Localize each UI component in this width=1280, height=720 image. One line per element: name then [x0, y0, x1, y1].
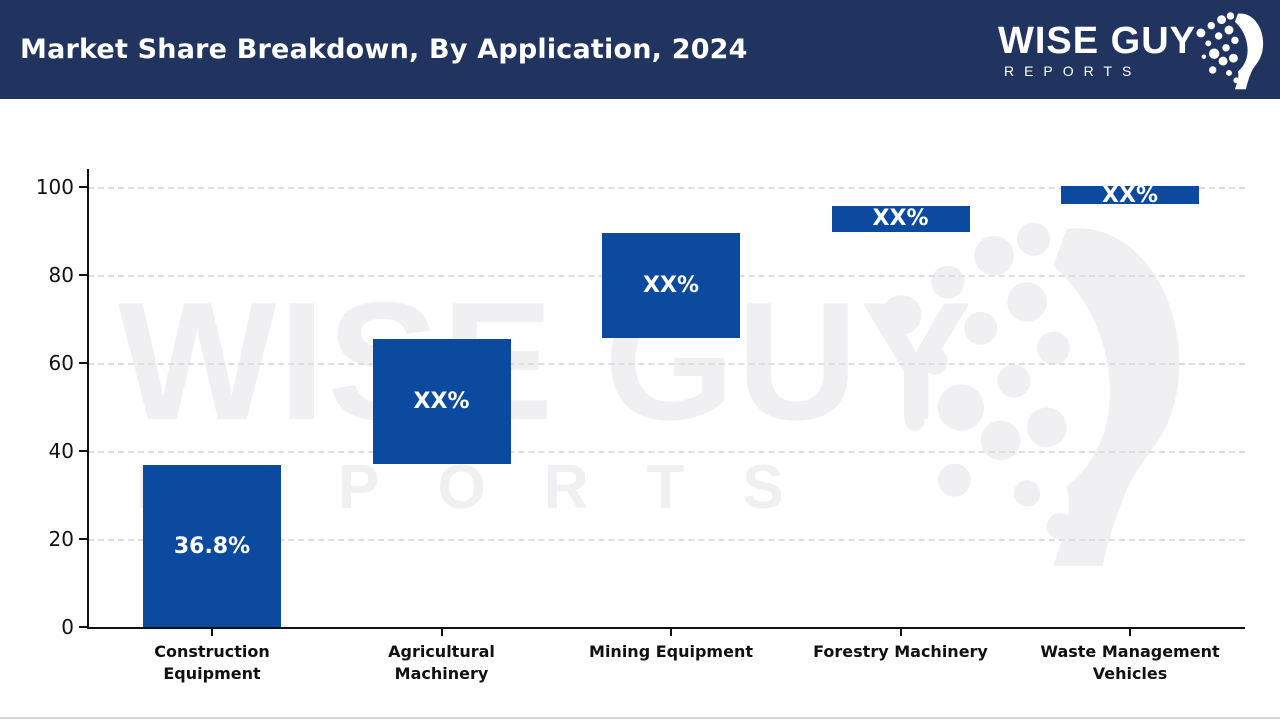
- y-tick-mark-100: [79, 186, 88, 188]
- bar-waste-management-vehicles: XX%: [1061, 183, 1199, 208]
- logo-text: WISE GUY REPORTS: [998, 22, 1196, 78]
- page-title: Market Share Breakdown, By Application, …: [20, 34, 748, 65]
- watermark-wordmark: WISE GUY: [118, 267, 975, 455]
- bar-agricultural-machinery: XX%: [372, 338, 511, 465]
- y-axis: [87, 169, 89, 629]
- y-tick-mark-0: [79, 626, 88, 628]
- bar-forestry-machinery: XX%: [831, 205, 970, 232]
- bar-construction-equipment: 36.8%: [143, 465, 281, 627]
- x-tick-mark-mining-equipment: [670, 629, 672, 636]
- category-label-construction-equipment: Construction Equipment: [154, 642, 270, 683]
- chart-area: WISE GUY REPORTS 0 20 40 60 80 100 36.8% Constr…: [0, 99, 1280, 720]
- y-tick-mark-60: [79, 362, 88, 364]
- y-tick-mark-20: [79, 538, 88, 540]
- category-label-mining-equipment: Mining Equipment: [589, 642, 753, 661]
- bar-value-label-construction-equipment: 36.8%: [173, 533, 251, 559]
- figure-bottom-border: [0, 717, 1280, 719]
- y-tick-label-60: 60: [48, 351, 74, 375]
- wiseguy-logo: WISE GUY REPORTS: [998, 8, 1266, 92]
- logo-wordmark: WISE GUY: [997, 19, 1196, 62]
- logo-face-icon: [1192, 8, 1266, 92]
- watermark-face-icon: [862, 187, 1192, 595]
- bar-value-label-waste-management-vehicles: XX%: [1102, 182, 1158, 208]
- gridline-20: [88, 539, 1245, 541]
- y-tick-label-40: 40: [48, 439, 74, 463]
- y-tick-mark-80: [79, 274, 88, 276]
- bar-value-label-agricultural-machinery: XX%: [413, 388, 470, 414]
- bar-mining-equipment: XX%: [602, 233, 740, 338]
- x-tick-mark-agricultural-machinery: [440, 629, 443, 636]
- gridline-100: [88, 187, 1245, 189]
- gridline-40: [88, 451, 1245, 453]
- y-tick-label-0: 0: [61, 615, 74, 639]
- header: Market Share Breakdown, By Application, …: [0, 0, 1280, 99]
- y-tick-mark-40: [79, 450, 88, 452]
- y-tick-label-100: 100: [35, 175, 74, 199]
- x-tick-mark-forestry-machinery: [899, 629, 902, 636]
- x-axis: [87, 627, 1245, 629]
- gridline-60: [88, 363, 1245, 365]
- category-label-forestry-machinery: Forestry Machinery: [813, 642, 988, 661]
- logo-subtext: REPORTS: [1003, 62, 1142, 79]
- x-tick-mark-construction-equipment: [211, 629, 213, 636]
- y-tick-label-20: 20: [48, 527, 74, 551]
- bar-value-label-mining-equipment: XX%: [643, 273, 699, 299]
- category-label-waste-management-vehicles: Waste Management Vehicles: [1040, 642, 1220, 683]
- category-label-agricultural-machinery: Agricultural Machinery: [388, 642, 495, 683]
- x-tick-mark-waste-management-vehicles: [1129, 629, 1131, 636]
- y-tick-label-80: 80: [48, 263, 74, 287]
- bar-value-label-forestry-machinery: XX%: [872, 206, 929, 232]
